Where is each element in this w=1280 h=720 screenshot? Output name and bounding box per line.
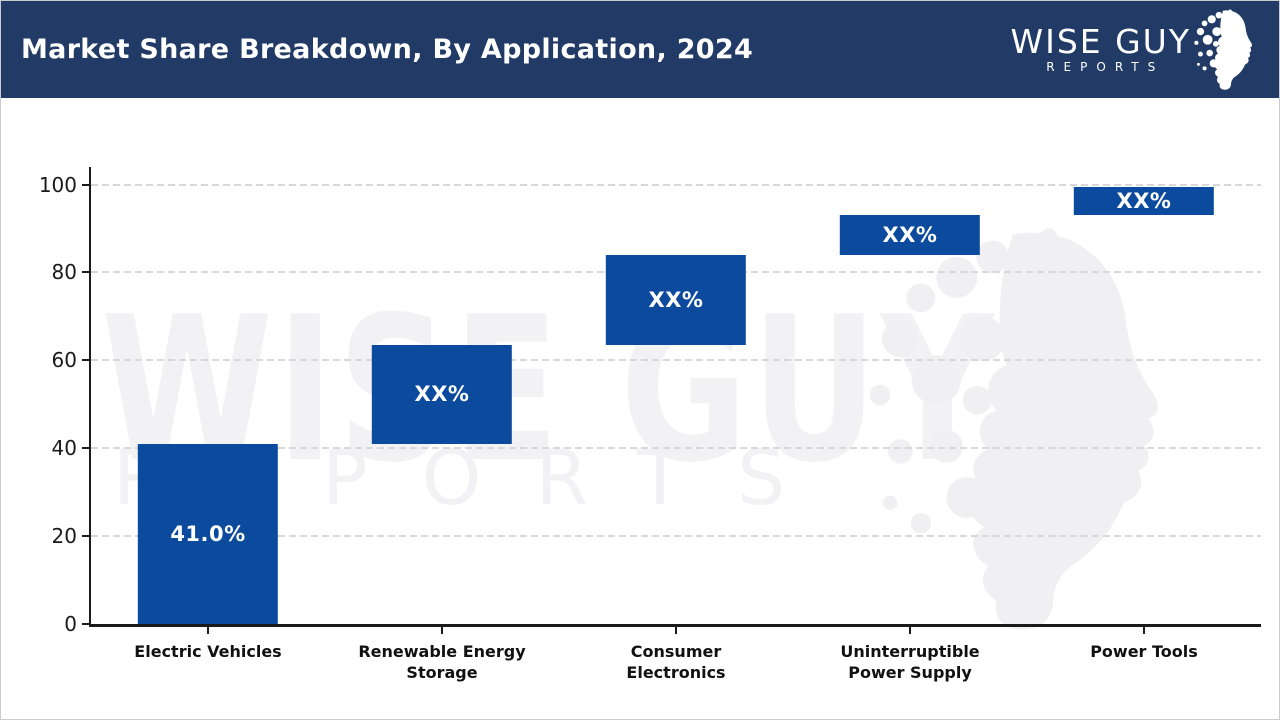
- x-category-label: Electric Vehicles: [134, 642, 282, 661]
- x-category-label: Uninterruptible Power Supply: [840, 642, 980, 682]
- y-tick-100: [82, 183, 89, 186]
- header: Market Share Breakdown, By Application, …: [1, 1, 1279, 98]
- brand-name-text: WISE GUY: [1010, 21, 1191, 61]
- y-tick-label-0: 0: [64, 612, 77, 636]
- bar-value-label: 41.0%: [170, 521, 246, 546]
- brand-logo: WISE GUY REPORTS: [1010, 7, 1255, 93]
- x-tick: [675, 627, 677, 634]
- gridline-100: [91, 183, 1261, 186]
- x-tick: [207, 627, 209, 634]
- bar-segment: XX%: [839, 215, 981, 255]
- chart-area: WISE GUY REPORTS 0 20 40 60 80 100 41.0% Electr…: [1, 98, 1279, 719]
- x-tick: [909, 627, 911, 634]
- x-tick: [1143, 627, 1145, 634]
- x-category-label: Consumer Electronics: [626, 642, 726, 682]
- bar-segment: 41.0%: [137, 443, 279, 624]
- plot: 0 20 40 60 80 100 41.0% Electric Vehicles XX% Ren…: [39, 167, 1261, 682]
- y-tick-label-60: 60: [51, 348, 77, 373]
- brand-wordmark: WISE GUY REPORTS: [1010, 21, 1191, 75]
- bar-value-label: XX%: [414, 382, 470, 407]
- bar-value-label: XX%: [1116, 189, 1172, 214]
- y-tick-label-100: 100: [38, 172, 77, 197]
- bar-segment: XX%: [371, 344, 513, 444]
- x-category-label: Renewable Energy Storage: [358, 642, 526, 682]
- y-tick-label-40: 40: [51, 436, 77, 461]
- x-tick: [441, 627, 443, 634]
- bar-segment: XX%: [1073, 186, 1215, 216]
- bar-value-label: XX%: [882, 223, 938, 248]
- y-tick-80: [82, 271, 89, 274]
- y-tick-label-80: 80: [51, 260, 77, 285]
- y-tick-20: [82, 535, 89, 538]
- y-tick-40: [82, 447, 89, 450]
- y-tick-0: [82, 623, 89, 625]
- y-tick-label-20: 20: [51, 524, 77, 549]
- bar-segment: XX%: [605, 254, 747, 345]
- gridline-60: [91, 359, 1261, 362]
- gridline-20: [91, 535, 1261, 538]
- x-category-label: Power Tools: [1090, 642, 1198, 661]
- brand-head-icon: [1194, 8, 1252, 90]
- y-tick-60: [82, 359, 89, 362]
- page-title: Market Share Breakdown, By Application, …: [21, 34, 754, 65]
- brand-subname-text: REPORTS: [1046, 60, 1165, 75]
- gridline-40: [91, 447, 1261, 450]
- bar-value-label: XX%: [648, 287, 704, 312]
